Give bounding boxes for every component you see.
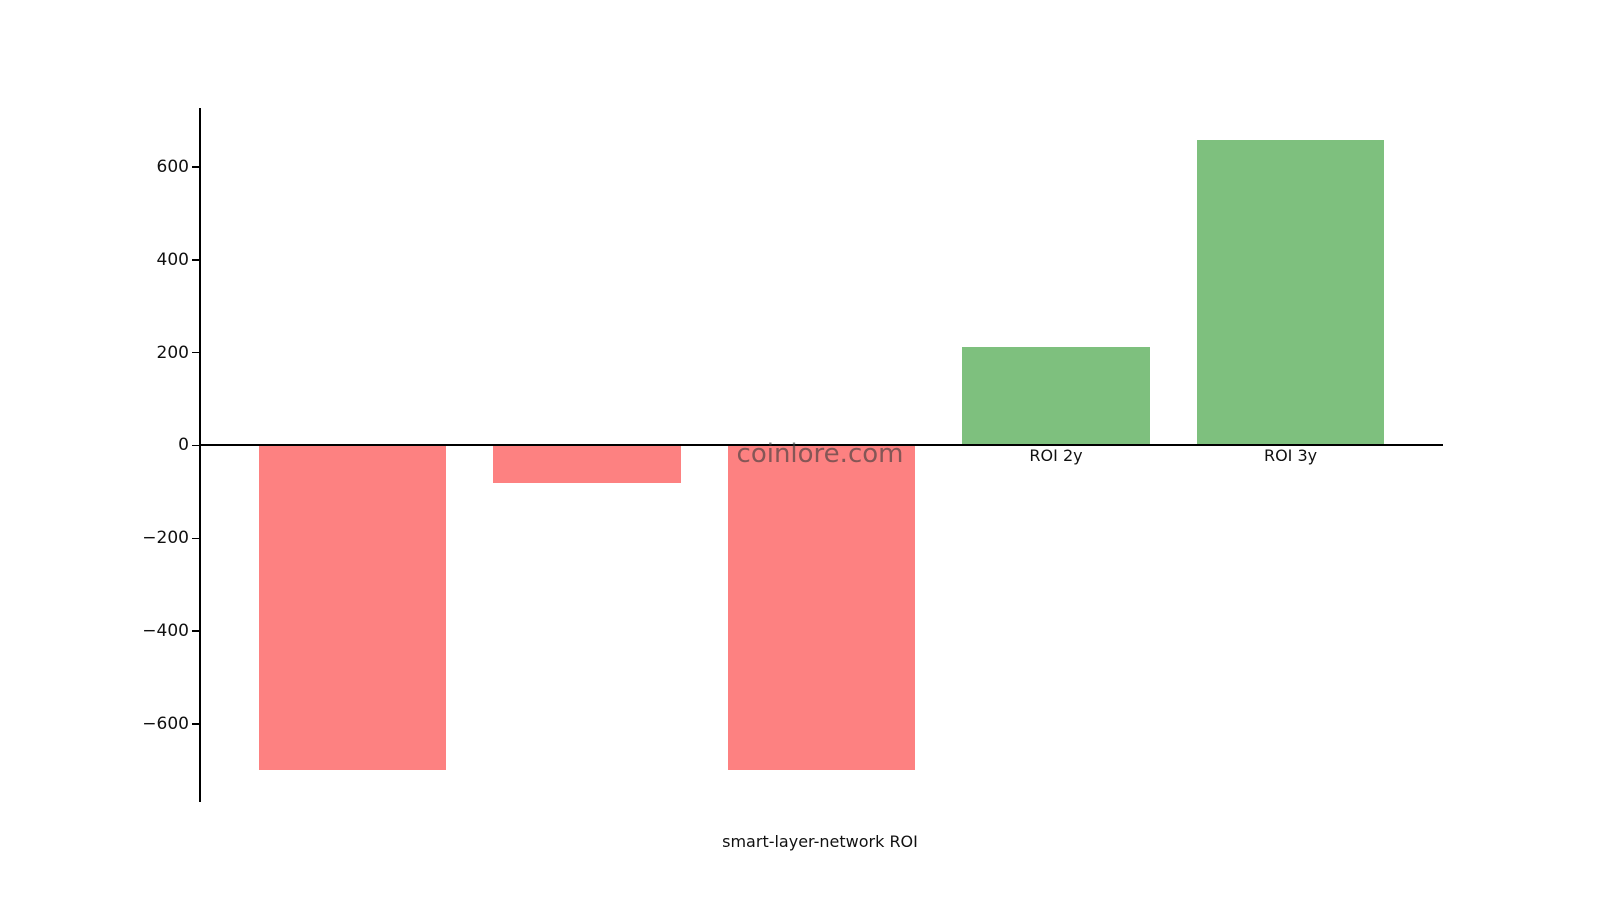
y-tick-label: −200 [142, 528, 189, 549]
bar-roi-3y [1196, 140, 1385, 446]
y-tick-mark [192, 444, 200, 447]
bar-roi-2y [962, 347, 1150, 446]
y-tick-label: 600 [156, 156, 189, 177]
watermark-text: coinlore.com [736, 439, 904, 469]
bar-neg-2 [493, 445, 681, 484]
y-tick-label: −400 [142, 621, 189, 642]
x-tick-label-roi-2y: ROI 2y [1029, 446, 1083, 465]
y-tick-label: 400 [156, 249, 189, 270]
y-tick-mark [192, 723, 200, 725]
y-tick-mark [192, 258, 200, 261]
y-tick-mark [192, 166, 200, 168]
x-tick-label-roi-3y: ROI 3y [1263, 446, 1318, 465]
y-tick-mark [192, 351, 200, 354]
y-tick-mark [192, 537, 200, 540]
y-axis-line [199, 108, 201, 802]
x-axis-zero-line [200, 444, 1443, 446]
bar-neg-3 [727, 445, 916, 771]
y-tick-label: 200 [156, 342, 189, 363]
y-tick-mark [192, 630, 200, 632]
y-tick-label: −600 [142, 714, 189, 734]
y-tick-label: 0 [178, 435, 189, 456]
bar-neg-1 [258, 445, 447, 771]
chart-title: smart-layer-network ROI [722, 832, 918, 851]
